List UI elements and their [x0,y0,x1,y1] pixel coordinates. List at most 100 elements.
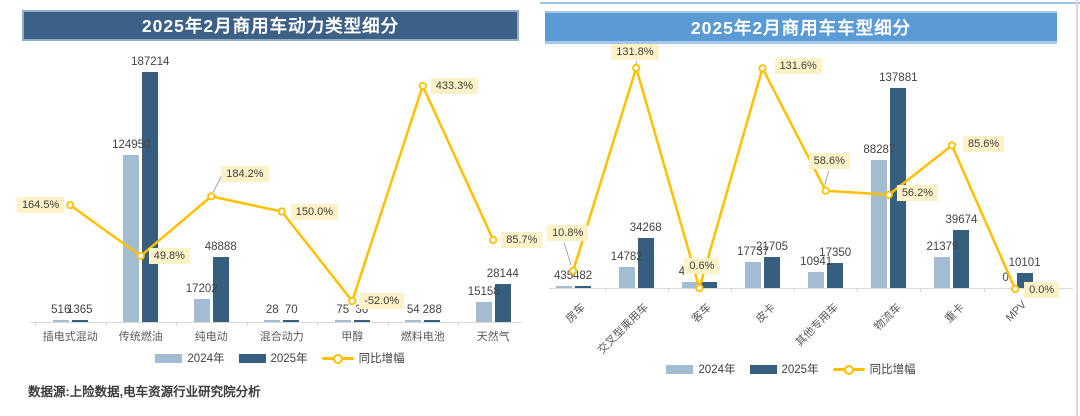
legend-label-2025: 2025年 [270,353,308,365]
x-axis-line-0 [30,322,522,323]
bar-2024-6 [475,301,492,322]
bar-2025-4 [353,319,370,322]
x-axis-tick [857,288,859,292]
x-axis-label-1: 交叉型乘用车 [596,301,652,357]
bar-2024-2 [193,299,210,322]
bar-2025-0 [71,319,88,322]
x-axis-label-5: 物流车 [871,301,904,334]
legend-label-2024: 2024年 [187,353,225,365]
footer-source-note: 数据源:上险数据,电车资源行业研究院分析 [28,385,261,399]
yoy-callout-0-2: 184.2% [221,166,269,183]
x-axis-label-4: 其他专用车 [793,301,841,349]
legend-label-yoy: 同比增幅 [358,353,405,365]
x-axis-label-4: 甲醇 [341,331,364,343]
value-label-3-2025: 21705 [756,240,788,253]
bar-2024-0 [555,285,572,288]
x-axis-label-3: 混合动力 [259,331,304,343]
x-axis-tick [920,288,922,292]
bar-2025-0 [574,285,591,288]
x-axis-tick [667,288,669,292]
yoy-callout-1-1: 131.8% [611,43,659,60]
yoy-callout-0-3: 150.0% [290,203,339,220]
legend-label-yoy: 同比增幅 [869,364,916,376]
bar-2024-0 [52,319,69,322]
bar-2024-5 [405,319,422,322]
value-label-1-2025: 34268 [629,222,662,235]
value-label-2-2024: 17202 [185,283,218,296]
legend-line-icon [832,364,865,375]
bar-2025-5 [424,319,441,322]
bar-2024-5 [871,159,888,288]
legend-swatch-2024 [155,353,183,363]
bar-2025-1 [142,72,159,322]
value-label-4-2025: 17350 [819,246,852,259]
x-axis-label-0: 房车 [563,301,589,326]
bar-2024-1 [618,266,635,288]
x-axis-label-2: 纯电动 [194,331,228,343]
x-axis-tick [176,322,177,326]
legend-label-2025: 2025年 [781,364,819,376]
x-axis-tick [105,322,107,326]
value-label-6-2024: 21379 [926,240,959,253]
value-label-6-2025: 28144 [486,268,519,281]
right-chart-title: 2025年2月商用车车型细分 [545,11,1057,44]
bar-2025-2 [700,281,717,288]
yoy-callout-1-6: 85.6% [962,136,1005,153]
x-axis-label-3: 皮卡 [753,301,778,326]
value-label-1-2024: 124950 [112,139,151,152]
value-label-0-2024: 516 [51,303,71,316]
yoy-callout-0-4: -52.0% [359,293,405,310]
x-axis-tick [604,288,606,292]
legend-swatch-2025 [238,353,266,363]
bar-2025-1 [637,238,654,288]
value-label-0-2025: 1365 [66,303,93,316]
yoy-callout-0-5: 433.3% [430,78,479,94]
value-label-5-2024: 88287 [863,143,896,156]
value-label-0-2025: 482 [572,269,593,282]
value-label-1-2024: 14782 [610,250,643,263]
x-axis-label-5: 燃料电池 [400,331,445,343]
yoy-callout-1-2: 0.6% [684,257,720,274]
bar-2024-2 [681,281,698,288]
yoy-callout-1-3: 131.6% [774,58,822,75]
legend-swatch-2025 [749,364,777,374]
legend-swatch-2024 [666,364,694,374]
value-label-4-2024: 75 [336,303,350,316]
x-axis-label-7: MPV [1004,298,1030,325]
x-axis-line-1 [549,288,1073,289]
x-axis-tick [387,322,389,326]
bar-2025-6 [494,284,511,322]
x-axis-tick [458,322,459,326]
x-axis-tick [983,288,985,292]
x-axis-label-6: 重卡 [942,301,967,326]
value-label-7-2025: 10101 [1008,257,1041,270]
bar-2024-6 [934,256,951,288]
yoy-callout-0-1: 49.8% [148,247,190,264]
value-label-2-2025: 48888 [204,240,237,253]
bar-2025-6 [953,230,970,288]
value-label-0-2024: 435 [553,269,574,282]
bar-2024-4 [808,272,825,288]
bar-2025-3 [764,256,781,288]
yoy-callout-1-4: 58.6% [808,152,850,169]
value-label-6-2025: 39674 [945,214,978,227]
x-axis-label-1: 传统燃油 [118,331,163,343]
left-chart-title: 2025年2月商用车动力类型细分 [22,10,519,41]
value-label-6-2024: 15158 [467,285,500,298]
page-right-border [1076,0,1078,416]
bar-2024-3 [745,262,762,288]
yoy-callout-1-0: 10.8% [547,224,589,241]
x-axis-tick [730,288,732,292]
value-label-5-2024: 54 [406,303,420,316]
right-chart-legend: 2024年 2025年 同比增幅 [535,361,1047,377]
yoy-callout-0-6: 85.7% [501,232,543,249]
x-axis-tick [35,322,36,326]
bar-2024-3 [264,319,281,322]
right-panel-top-border [540,2,1080,4]
bar-2025-3 [283,319,300,322]
x-axis-label-2: 客车 [690,301,715,326]
legend-label-2024: 2024年 [698,364,736,376]
x-axis-label-0: 插电式混动 [42,331,98,343]
value-label-5-2025: 288 [422,303,442,316]
